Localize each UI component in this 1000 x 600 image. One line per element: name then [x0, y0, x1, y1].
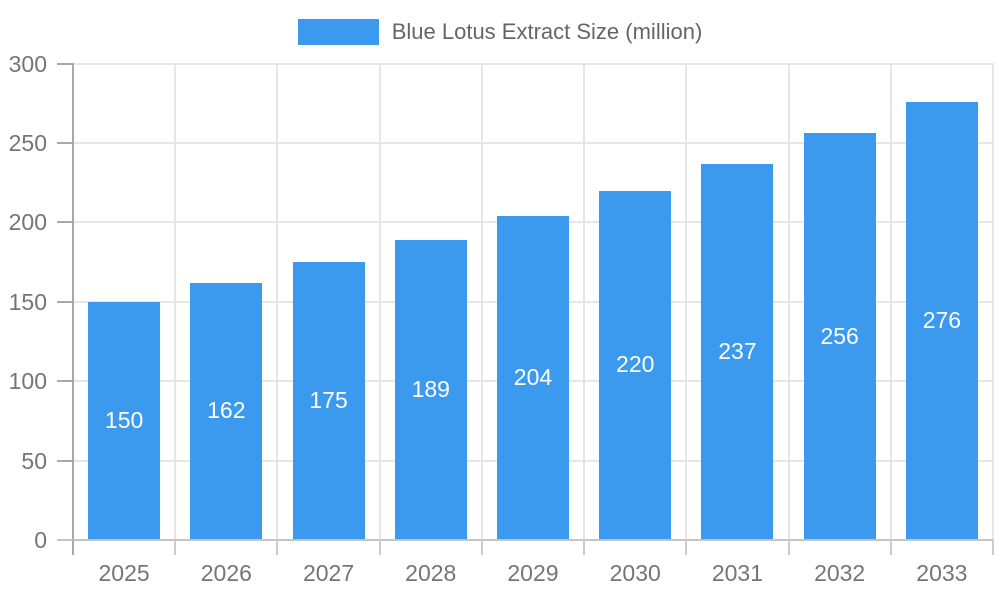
bar-2031[interactable] [701, 163, 774, 540]
y-tick [57, 459, 73, 462]
gridline-v [583, 62, 586, 541]
x-tick [378, 540, 381, 555]
x-tick-label: 2026 [200, 560, 252, 586]
x-tick [992, 540, 994, 555]
bar-2026[interactable] [190, 282, 263, 540]
y-tick-label: 200 [8, 209, 47, 236]
y-tick [57, 380, 73, 383]
bar-value-label: 162 [207, 397, 246, 424]
bar-2032[interactable] [803, 133, 876, 540]
y-tick [57, 300, 73, 303]
bar-value-label: 175 [309, 387, 348, 414]
x-tick [174, 540, 177, 555]
x-tick-label: 2030 [609, 560, 661, 586]
x-tick [889, 540, 892, 555]
x-tick [685, 540, 688, 555]
legend-swatch [297, 19, 379, 45]
x-tick-label: 2028 [405, 560, 457, 586]
legend-label: Blue Lotus Extract Size (million) [391, 19, 703, 44]
x-tick-label: 2029 [507, 560, 559, 586]
bar-2033[interactable] [905, 101, 978, 540]
bar-2030[interactable] [599, 190, 672, 540]
y-axis-line [72, 62, 74, 555]
gridline-v [787, 62, 790, 541]
gridline-v [480, 62, 483, 541]
bar-2025[interactable] [88, 301, 161, 540]
gridline-v [889, 62, 892, 541]
x-tick [276, 540, 279, 555]
y-tick-label: 300 [8, 50, 47, 77]
x-tick-label: 2033 [916, 560, 968, 586]
bar-value-label: 220 [616, 351, 655, 378]
x-tick [72, 540, 74, 555]
y-tick [57, 221, 73, 224]
bar-value-label: 204 [513, 363, 553, 390]
x-tick-label: 2025 [98, 560, 150, 586]
x-tick [787, 540, 790, 555]
x-tick-label: 2032 [814, 560, 866, 586]
gridline-h [73, 141, 993, 144]
bar-value-label: 276 [922, 306, 962, 333]
gridline-h [73, 62, 993, 65]
x-tick [583, 540, 586, 555]
bar-value-label: 189 [411, 375, 450, 402]
y-tick-label: 50 [21, 447, 47, 474]
y-tick [57, 62, 73, 65]
bar-value-label: 237 [718, 337, 757, 364]
bar-2029[interactable] [497, 215, 569, 540]
y-tick-label: 100 [8, 368, 47, 395]
gridline-v [378, 62, 381, 541]
x-tick-label: 2031 [711, 560, 764, 586]
y-tick-label: 150 [8, 288, 47, 315]
gridline-v [685, 62, 688, 541]
bar-value-label: 150 [104, 406, 144, 433]
x-axis-line [57, 539, 993, 541]
y-tick [57, 141, 73, 144]
gridline-v [992, 62, 994, 541]
gridline-v [174, 62, 177, 541]
x-tick [480, 540, 483, 555]
y-tick-label: 0 [34, 527, 47, 553]
x-tick-label: 2027 [302, 560, 355, 586]
gridline-v [276, 62, 279, 541]
legend[interactable]: Blue Lotus Extract Size (million) [0, 19, 1000, 45]
bar-value-label: 256 [820, 322, 859, 349]
bar-2028[interactable] [394, 239, 467, 540]
y-tick-label: 250 [8, 129, 47, 156]
bar-2027[interactable] [292, 262, 365, 540]
